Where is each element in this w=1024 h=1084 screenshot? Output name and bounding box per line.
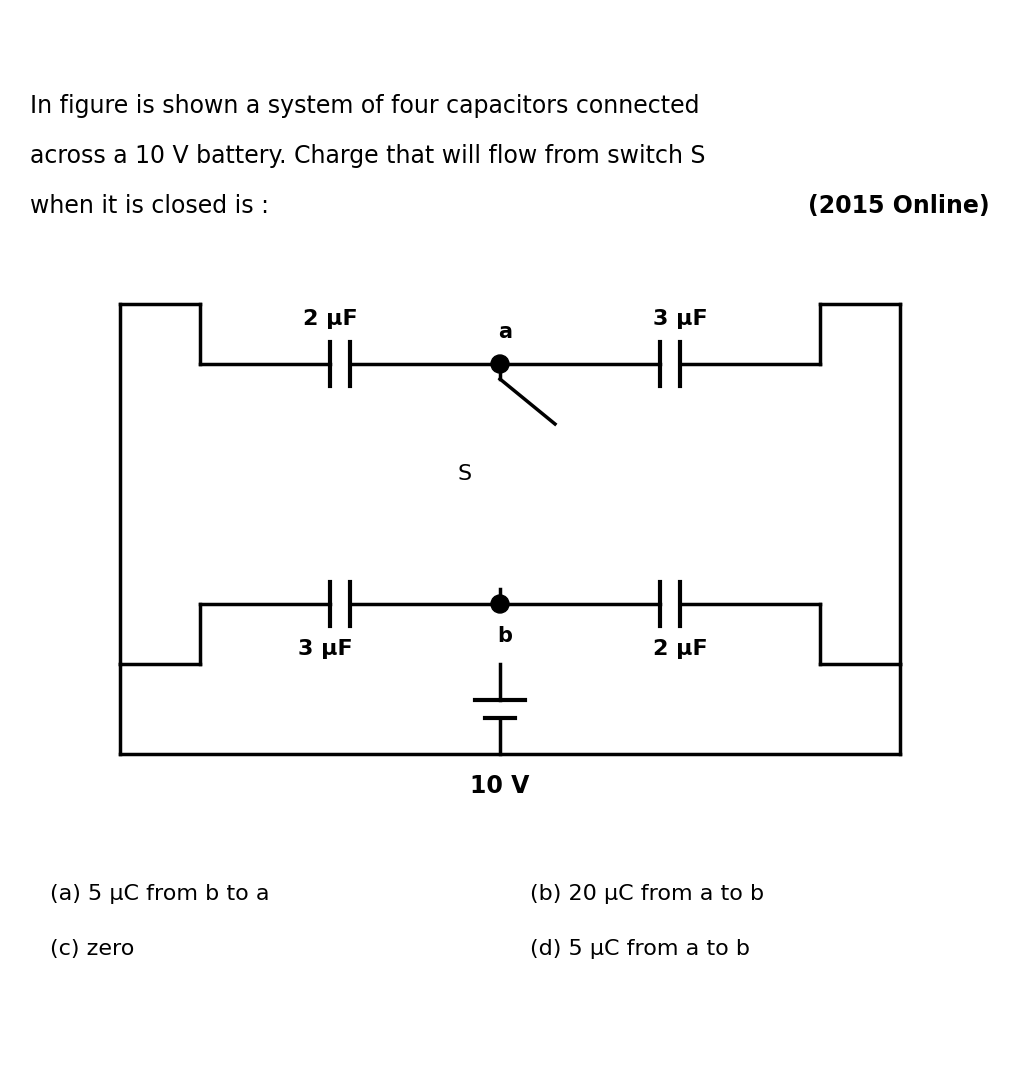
Text: (c) zero: (c) zero [50,939,134,959]
Text: when it is closed is :: when it is closed is : [30,194,269,218]
Text: (d) 5 μC from a to b: (d) 5 μC from a to b [530,939,750,959]
Text: 10 V: 10 V [470,774,529,798]
Text: (b) 20 μC from a to b: (b) 20 μC from a to b [530,883,764,904]
Text: across a 10 V battery. Charge that will flow from switch S: across a 10 V battery. Charge that will … [30,144,706,168]
Text: S: S [458,464,472,483]
Text: 2 μF: 2 μF [303,309,357,330]
Text: 3 μF: 3 μF [652,309,708,330]
Text: b: b [498,625,512,646]
Text: In figure is shown a system of four capacitors connected: In figure is shown a system of four capa… [30,94,699,118]
Text: (a) 5 μC from b to a: (a) 5 μC from b to a [50,883,269,904]
Text: 3 μF: 3 μF [298,638,352,659]
Circle shape [490,595,509,612]
Circle shape [490,354,509,373]
Text: 2 μF: 2 μF [652,638,708,659]
Text: (2015 Online): (2015 Online) [808,194,990,218]
Text: a: a [498,322,512,341]
